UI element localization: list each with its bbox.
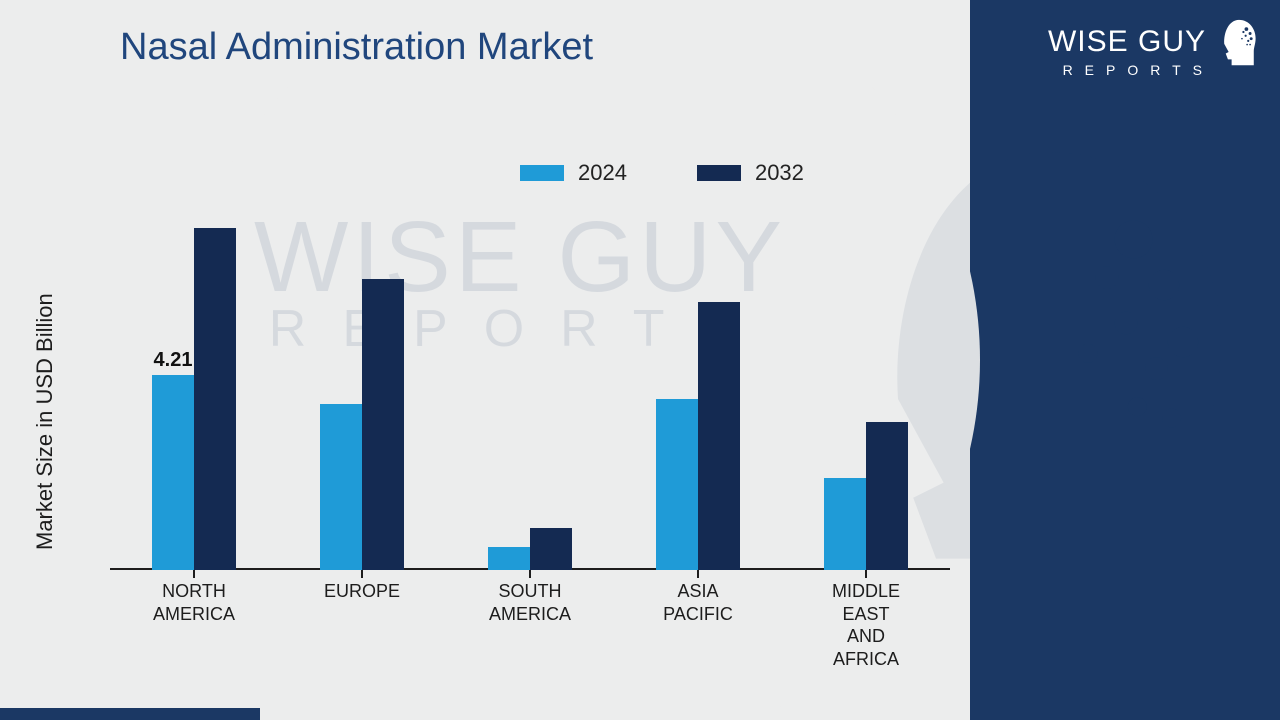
legend-item-2024: 2024 <box>520 160 627 186</box>
legend-swatch-2032 <box>697 165 741 181</box>
bar-group <box>488 528 572 570</box>
bar-group <box>152 228 236 570</box>
stage: WISE GUY REPORTS Nasal Administration Ma… <box>0 0 1280 720</box>
y-axis-label: Market Size in USD Billion <box>32 293 58 550</box>
bar-chart: 4.21NORTHAMERICAEUROPESOUTHAMERICAASIAPA… <box>110 200 950 570</box>
brand-name-main: WISE GUY <box>1048 25 1206 59</box>
bar-2032 <box>362 279 404 570</box>
legend-swatch-2024 <box>520 165 564 181</box>
x-axis-label: EUROPE <box>282 580 442 603</box>
x-axis-tick <box>361 570 363 578</box>
bar-2024 <box>488 547 530 570</box>
legend-item-2032: 2032 <box>697 160 804 186</box>
bar-2024 <box>656 399 698 570</box>
bar-2024 <box>320 404 362 571</box>
x-axis-tick <box>193 570 195 578</box>
bar-2032 <box>866 422 908 570</box>
legend: 2024 2032 <box>520 160 804 186</box>
bar-value-label: 4.21 <box>154 349 193 372</box>
bar-group <box>656 302 740 570</box>
bar-group <box>320 279 404 570</box>
x-axis-tick <box>529 570 531 578</box>
bar-2032 <box>530 528 572 570</box>
bar-2032 <box>194 228 236 570</box>
bottom-accent-bar <box>0 708 260 720</box>
bar-2032 <box>698 302 740 570</box>
x-axis-tick <box>865 570 867 578</box>
chart-title: Nasal Administration Market <box>120 26 593 69</box>
legend-label-2024: 2024 <box>578 160 627 186</box>
brand-head-icon <box>1216 18 1262 66</box>
bar-group <box>824 422 908 570</box>
x-axis-tick <box>697 570 699 578</box>
x-axis-label: MIDDLEEASTANDAFRICA <box>786 580 946 670</box>
right-brand-panel <box>970 0 1280 720</box>
x-axis-label: ASIAPACIFIC <box>618 580 778 625</box>
brand-logo: WISE GUY REPORTS <box>1048 18 1262 78</box>
x-axis-label: SOUTHAMERICA <box>450 580 610 625</box>
bar-2024 <box>152 375 194 570</box>
bar-2024 <box>824 478 866 571</box>
legend-label-2032: 2032 <box>755 160 804 186</box>
x-axis-label: NORTHAMERICA <box>114 580 274 625</box>
